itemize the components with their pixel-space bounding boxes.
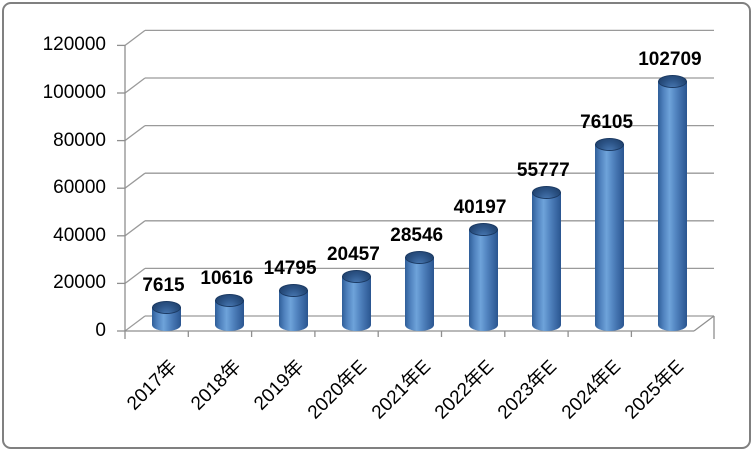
bar-data-label: 20457 [326,244,380,266]
y-axis-tick-label: 40000 [53,224,106,246]
bar-data-label: 14795 [263,257,317,279]
cylinder-top-ellipse [341,270,371,284]
bar-data-label: 102709 [638,48,702,70]
gridline-depth [124,77,146,94]
cylinder-body [341,276,371,325]
cylinder-top-ellipse [658,74,688,88]
cylinder-top-ellipse [405,251,435,265]
cylinder-top-ellipse [215,293,245,307]
y-axis-tick-label: 60000 [53,177,106,199]
floor-right-edge [693,315,715,332]
cylinder-body [595,143,625,325]
gridline-depth [124,267,146,284]
cylinder-body [658,80,688,325]
cylinder-top-ellipse [531,186,561,200]
cylinder-top-ellipse [152,300,181,314]
cylinder-body [468,229,498,325]
gridline-depth [124,125,146,142]
y-axis-tick-label: 80000 [53,129,106,151]
cylinder-body [531,192,561,325]
cylinder-body [405,257,435,325]
gridline-depth [124,172,146,189]
bar-data-label: 7615 [142,274,185,296]
bar-data-label: 40197 [453,197,507,219]
cylinder-top-ellipse [595,137,625,151]
cylinder-top-ellipse [278,283,308,297]
y-axis-tick-label: 20000 [53,272,106,294]
gridline-depth [124,220,146,237]
cylinder-top-ellipse [468,223,498,237]
y-axis-tick-label: 120000 [42,34,106,56]
bar-data-label: 55777 [516,160,570,182]
bar-data-label: 76105 [580,111,634,133]
gridline-depth [124,315,146,332]
y-axis-tick-label: 0 [95,320,106,341]
gridline-depth [124,29,146,46]
bar-data-label: 10616 [200,267,254,289]
bar-data-label: 28546 [390,225,444,247]
y-axis-tick-label: 100000 [42,82,106,103]
